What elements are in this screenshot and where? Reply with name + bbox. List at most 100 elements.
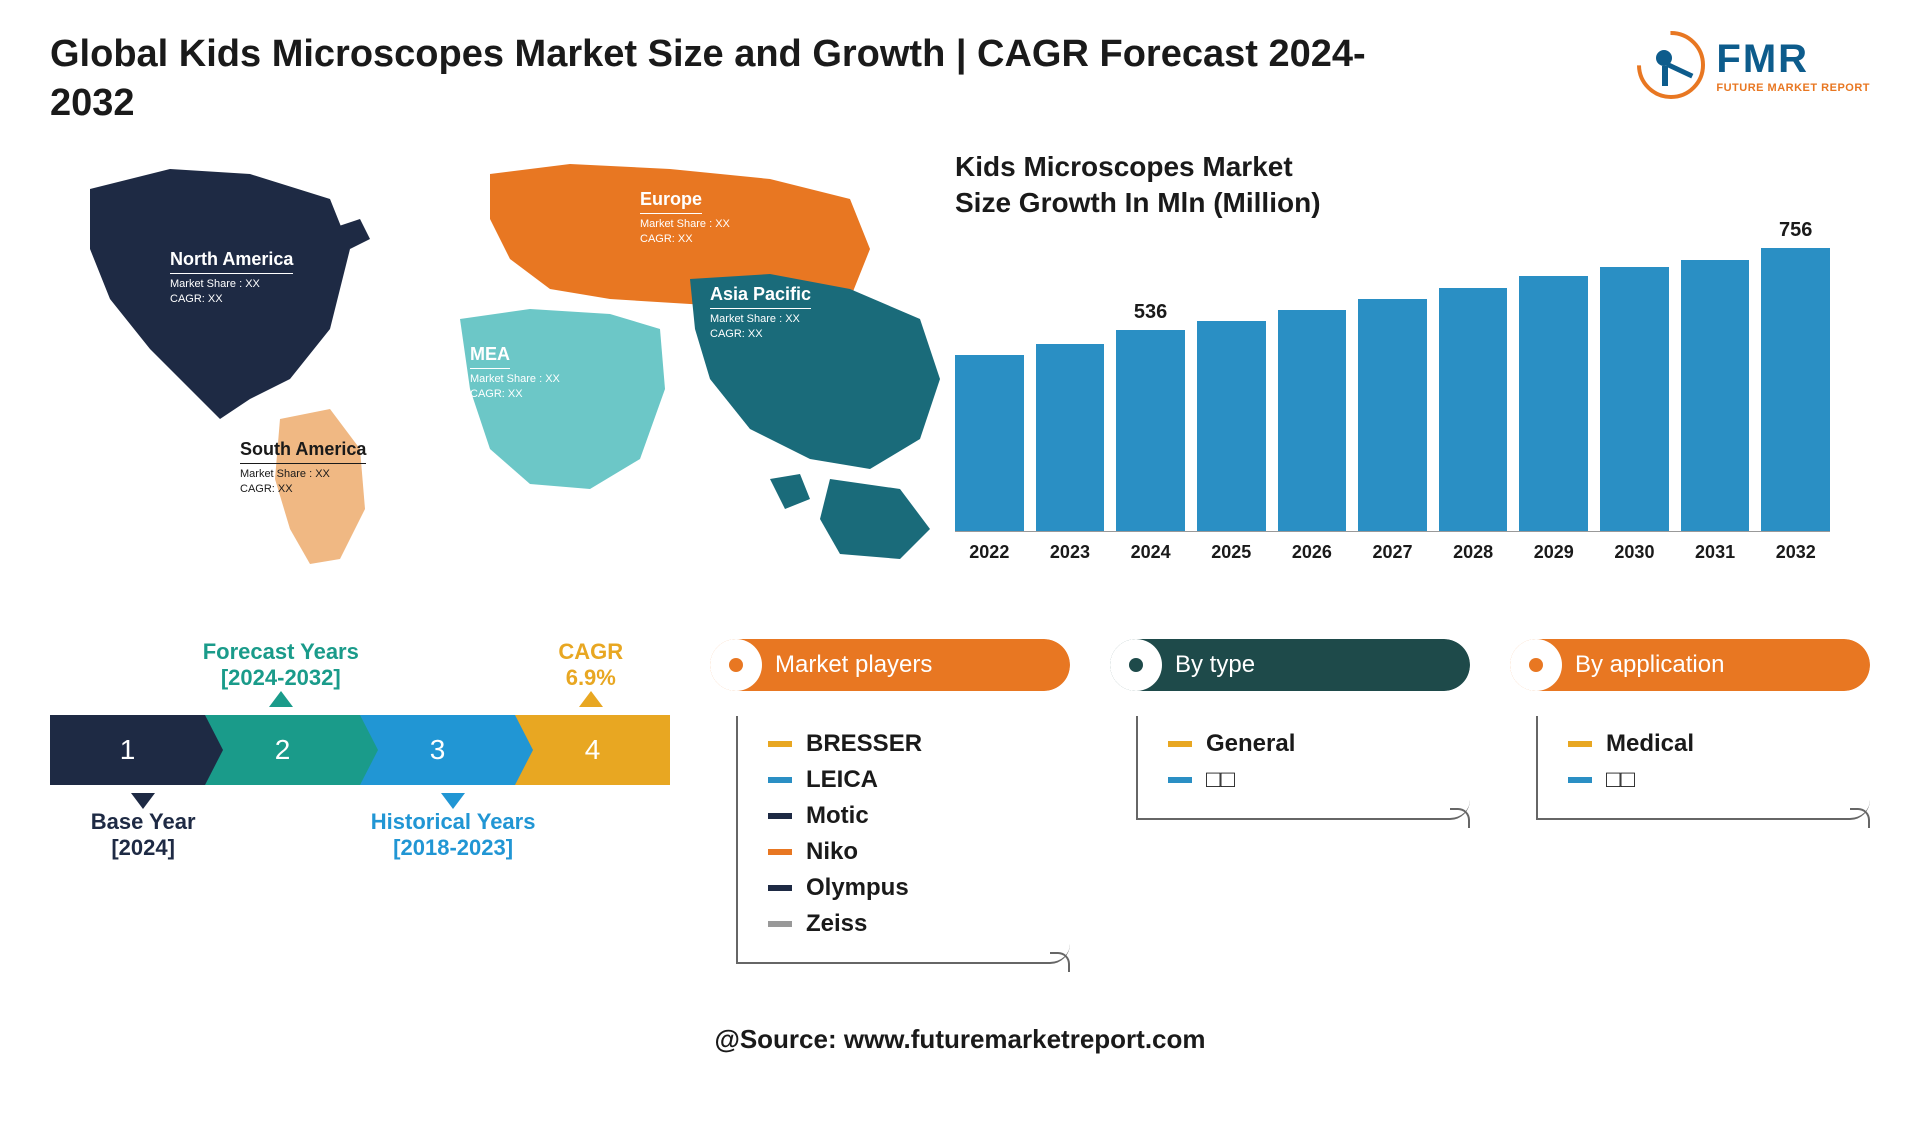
bar-label: 2029	[1534, 534, 1574, 563]
cat-item-text: General	[1206, 730, 1295, 758]
logo-icon	[1636, 30, 1706, 100]
bar-group-2031: 2031	[1681, 232, 1750, 531]
world-map: North America Market Share : XXCAGR: XX …	[50, 149, 925, 569]
bar-label: 2026	[1292, 534, 1332, 563]
cat-label: Market players	[710, 639, 1070, 691]
cat-item: Niko	[768, 834, 1070, 870]
bar	[1519, 276, 1588, 530]
cat-header: By application	[1510, 639, 1870, 691]
bar	[1036, 344, 1105, 531]
cat-label: By type	[1110, 639, 1470, 691]
cat-dot-wrap	[710, 639, 762, 691]
bullet-icon	[768, 777, 792, 783]
cat-item: □□	[1568, 762, 1870, 798]
timeline-seg-2: 2	[205, 715, 360, 785]
cat-dot-wrap	[1510, 639, 1562, 691]
category-by_type: By type General □□	[1110, 639, 1470, 964]
cat-item: BRESSER	[768, 726, 1070, 762]
cat-item-text: Olympus	[806, 874, 909, 902]
logo-brand: FMR	[1716, 37, 1870, 82]
cat-items: BRESSER LEICA Motic Niko Olympus Zeiss	[736, 716, 1070, 964]
bar-label: 2022	[969, 534, 1009, 563]
logo-tagline: FUTURE MARKET REPORT	[1716, 82, 1870, 94]
bar	[1439, 288, 1508, 531]
bar-group-2022: 2022	[955, 232, 1024, 531]
cat-item-text: Niko	[806, 838, 858, 866]
bar	[1278, 310, 1347, 531]
bar-value: 756	[1779, 219, 1812, 242]
timeline-seg-3: 3	[360, 715, 515, 785]
bar-label: 2031	[1695, 534, 1735, 563]
cat-item: Olympus	[768, 870, 1070, 906]
cat-item: LEICA	[768, 762, 1070, 798]
cat-item-text: Motic	[806, 802, 869, 830]
cat-item: General	[1168, 726, 1470, 762]
region-north-america: North America Market Share : XXCAGR: XX	[170, 249, 293, 308]
cagr-label: CAGR6.9%	[558, 639, 623, 707]
bullet-icon	[768, 741, 792, 747]
cat-header: Market players	[710, 639, 1070, 691]
cat-item-text: Medical	[1606, 730, 1694, 758]
bar-group-2029: 2029	[1519, 232, 1588, 531]
cat-item-text: Zeiss	[806, 910, 867, 938]
historical-years-label: Historical Years[2018-2023]	[371, 793, 536, 861]
bar-group-2030: 2030	[1600, 232, 1669, 531]
bullet-icon	[768, 849, 792, 855]
cat-item: Medical	[1568, 726, 1870, 762]
bar-group-2025: 2025	[1197, 232, 1266, 531]
cat-header: By type	[1110, 639, 1470, 691]
bar	[1197, 321, 1266, 530]
timeline-section: x Forecast Years[2024-2032] x CAGR6.9% 1…	[50, 639, 670, 861]
timeline-seg-4: 4	[515, 715, 670, 785]
bar-value: 536	[1134, 301, 1167, 324]
bar	[1600, 267, 1669, 530]
bar-group-2024: 5362024	[1116, 232, 1185, 531]
dot-icon	[729, 658, 743, 672]
logo: FMR FUTURE MARKET REPORT	[1636, 30, 1870, 100]
dot-icon	[1529, 658, 1543, 672]
timeline-bar: 1 2 3 4	[50, 715, 670, 785]
bar-label: 2030	[1614, 534, 1654, 563]
bar-group-2023: 2023	[1036, 232, 1105, 531]
page-title: Global Kids Microscopes Market Size and …	[50, 30, 1450, 129]
cat-item: □□	[1168, 762, 1470, 798]
source-text: @Source: www.futuremarketreport.com	[50, 1024, 1870, 1055]
bar-chart-section: Kids Microscopes Market Size Growth In M…	[955, 149, 1870, 569]
forecast-years-label: Forecast Years[2024-2032]	[203, 639, 359, 707]
chart-title: Kids Microscopes Market Size Growth In M…	[955, 149, 1335, 222]
cat-item-text: □□	[1206, 766, 1235, 794]
bar	[1681, 260, 1750, 531]
bar-label: 2025	[1211, 534, 1251, 563]
cat-item: Zeiss	[768, 906, 1070, 942]
base-year-label: Base Year[2024]	[91, 793, 196, 861]
bar	[1761, 248, 1830, 531]
cat-dot-wrap	[1110, 639, 1162, 691]
bar-label: 2028	[1453, 534, 1493, 563]
bullet-icon	[768, 885, 792, 891]
bar-chart: 2022202353620242025202620272028202920302…	[955, 232, 1830, 532]
cat-items: General □□	[1136, 716, 1470, 820]
cat-items: Medical □□	[1536, 716, 1870, 820]
dot-icon	[1129, 658, 1143, 672]
cat-label: By application	[1510, 639, 1870, 691]
bullet-icon	[1568, 741, 1592, 747]
cat-item-text: LEICA	[806, 766, 878, 794]
region-south-america: South America Market Share : XXCAGR: XX	[240, 439, 366, 498]
cat-item: Motic	[768, 798, 1070, 834]
bar	[1358, 299, 1427, 531]
bar-label: 2032	[1776, 534, 1816, 563]
cat-item-text: BRESSER	[806, 730, 922, 758]
bar	[955, 355, 1024, 531]
cat-item-text: □□	[1606, 766, 1635, 794]
bar-group-2026: 2026	[1278, 232, 1347, 531]
bar-label: 2027	[1372, 534, 1412, 563]
bar-group-2027: 2027	[1358, 232, 1427, 531]
region-asia-pacific: Asia Pacific Market Share : XXCAGR: XX	[710, 284, 811, 343]
bar-group-2028: 2028	[1439, 232, 1508, 531]
bar-label: 2024	[1131, 534, 1171, 563]
category-by_application: By application Medical □□	[1510, 639, 1870, 964]
region-europe: Europe Market Share : XXCAGR: XX	[640, 189, 730, 248]
bar-group-2032: 7562032	[1761, 232, 1830, 531]
bullet-icon	[1168, 741, 1192, 747]
category-market_players: Market players BRESSER LEICA Motic Niko Olymp…	[710, 639, 1070, 964]
